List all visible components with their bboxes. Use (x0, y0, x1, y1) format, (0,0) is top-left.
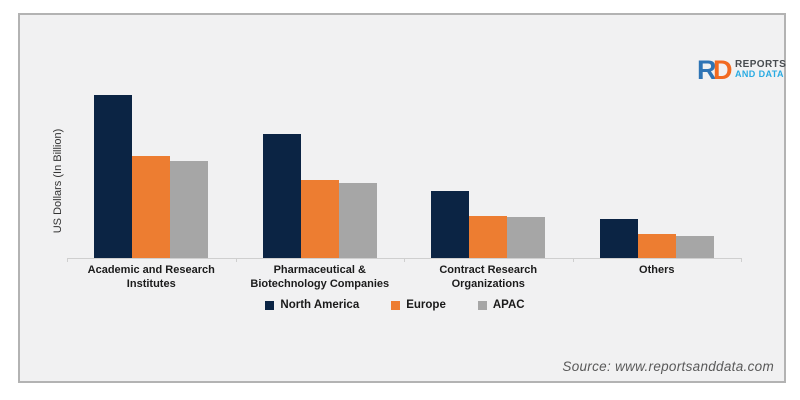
bar-apac (170, 161, 209, 258)
bar-apac (675, 236, 714, 258)
logo-line-anddata: AND DATA (735, 69, 784, 80)
bar-apac (507, 217, 546, 258)
rd-logo-icon: R D (698, 57, 732, 82)
legend-label: Europe (406, 299, 446, 311)
bar-europe (300, 180, 339, 258)
bar-north-america (431, 191, 470, 258)
axis-tick (572, 258, 574, 262)
y-axis-label: US Dollars (In Billion) (52, 128, 64, 234)
category-axis-labels: Academic and Research Institutes Pharmace… (67, 263, 741, 292)
reportsanddata-logo: R D REPORTS AND DATA (698, 57, 786, 82)
chart-legend: North America Europe APAC (0, 299, 790, 311)
legend-label: APAC (492, 299, 525, 311)
category-label: Academic and Research Institutes (87, 264, 215, 291)
legend-item: APAC (477, 299, 525, 311)
category-group (573, 88, 742, 258)
category-label: Others (639, 264, 675, 276)
category-group (236, 88, 405, 258)
category-label: Pharmaceutical & Biotechnology Companies (250, 264, 390, 291)
axis-tick (235, 258, 237, 262)
axis-tick (741, 258, 742, 262)
bar-europe (637, 234, 676, 258)
axis-tick (404, 258, 405, 262)
bar-plot-area (67, 88, 742, 262)
category-group (404, 88, 573, 258)
bar-apac (338, 183, 377, 258)
category-label: Contract Research Organizations (439, 264, 538, 291)
axis-tick (67, 258, 68, 262)
bar-europe (469, 216, 508, 258)
category-group (67, 88, 236, 258)
logo-letter-r: R (698, 57, 717, 82)
bar-europe (132, 156, 171, 258)
legend-item: Europe (391, 299, 446, 311)
legend-label: North America (280, 299, 360, 311)
logo-wordmark: REPORTS AND DATA (735, 59, 786, 80)
bar-north-america (94, 95, 133, 258)
legend-swatch (391, 300, 401, 310)
logo-letter-d: D (713, 57, 732, 82)
bar-north-america (262, 134, 301, 258)
logo-line-reports: REPORTS (735, 59, 787, 71)
legend-item: North America (265, 299, 359, 311)
legend-swatch (477, 300, 487, 310)
legend-swatch (265, 300, 275, 310)
source-attribution: Source: www.reportsanddata.com (562, 359, 774, 374)
bar-north-america (599, 219, 638, 258)
